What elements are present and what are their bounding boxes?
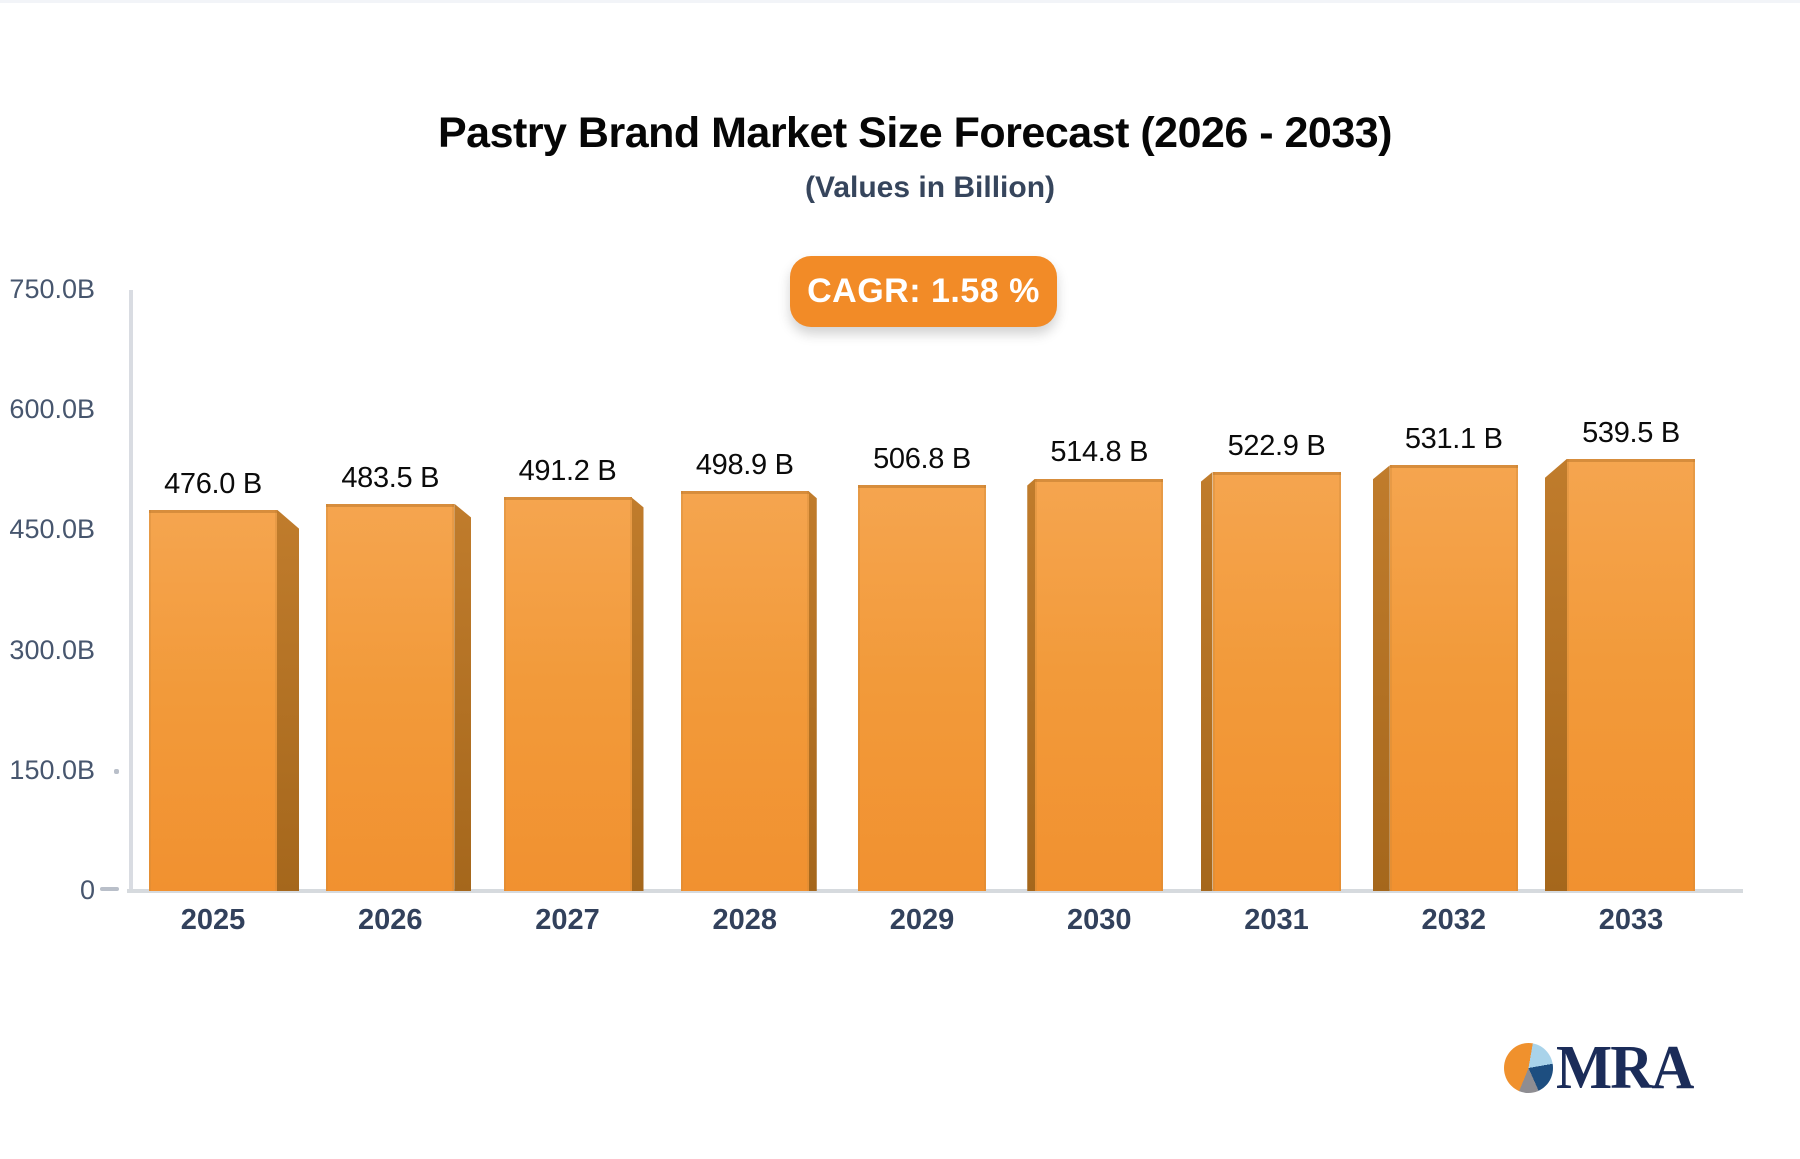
x-tick-label: 2029 (889, 904, 955, 936)
bar (680, 491, 817, 891)
bar (1372, 465, 1518, 891)
bar (858, 484, 986, 891)
y-tick-label: 150.0B (9, 754, 95, 785)
x-tick-label: 2026 (357, 904, 423, 936)
chart-title: Pastry Brand Market Size Forecast (2026 … (437, 109, 1393, 157)
bar-side (1545, 458, 1567, 891)
x-tick-label: 2031 (1244, 904, 1309, 936)
x-tick-label: 2027 (535, 904, 600, 936)
bar (326, 503, 472, 891)
tick-dash (114, 768, 119, 774)
x-axis (127, 889, 1743, 893)
y-tick-label: 0 (79, 875, 95, 905)
bar-value-label: 514.8 B (1050, 436, 1149, 469)
pie-chart-icon (1504, 1043, 1553, 1093)
x-tick-label: 2030 (1066, 904, 1132, 936)
x-tick-label: 2028 (712, 904, 777, 936)
bar-value-label: 498.9 B (695, 449, 794, 482)
bar-value-label: 476.0 B (164, 467, 262, 500)
bar-side (454, 503, 472, 891)
bar-side (277, 509, 299, 891)
bar-front (1035, 478, 1164, 891)
bar (1545, 458, 1695, 891)
bar-front (149, 509, 277, 891)
bar-side (1027, 478, 1036, 891)
bar-front (1212, 472, 1341, 891)
bar-value-label: 506.8 B (873, 442, 971, 475)
x-tick-label: 2025 (180, 904, 246, 936)
bar-value-label: 491.2 B (518, 455, 617, 488)
bar-value-label: 522.9 B (1227, 429, 1326, 462)
bar-side (1200, 472, 1213, 891)
bar-front (1567, 458, 1695, 891)
logo-text: MRA (1556, 1034, 1694, 1102)
bar-side (808, 491, 817, 891)
bar (1200, 472, 1341, 891)
bar-front (680, 491, 809, 891)
bar-value-label: 531.1 B (1404, 423, 1503, 456)
chart-subtitle: (Values in Billion) (804, 171, 1056, 204)
y-tick-label: 450.0B (9, 514, 95, 545)
bar-front (326, 503, 455, 891)
bar (149, 509, 299, 891)
y-tick-label: 600.0B (9, 394, 95, 425)
bar-side (631, 497, 644, 891)
bar-front (1389, 465, 1518, 891)
x-tick-label: 2032 (1421, 904, 1486, 936)
bar (503, 497, 644, 891)
cagr-badge: CAGR: 1.58 % (790, 256, 1057, 327)
bar-front (503, 497, 632, 891)
y-axis (129, 290, 133, 893)
bar-front (858, 484, 986, 891)
x-tick-label: 2033 (1598, 904, 1664, 936)
bar-value-label: 483.5 B (341, 461, 440, 494)
bar-value-label: 539.5 B (1582, 416, 1680, 449)
bar-side (1372, 465, 1390, 891)
bar (1027, 478, 1164, 891)
y-tick-label: 750.0B (9, 274, 95, 304)
tick-dash (100, 887, 119, 891)
y-tick-label: 300.0B (9, 634, 95, 665)
mra-logo: MRA (1504, 1034, 1698, 1102)
